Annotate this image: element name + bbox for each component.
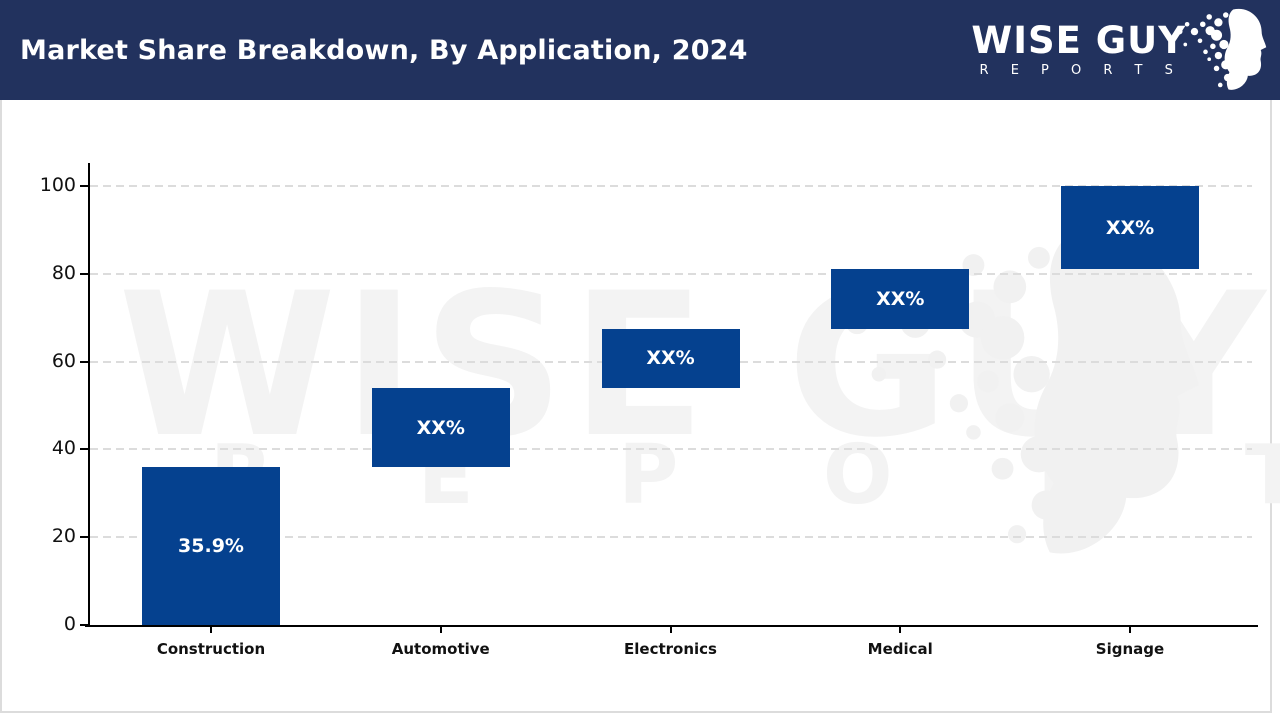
y-gridline: [90, 272, 1252, 275]
chart-title: Market Share Breakdown, By Application, …: [20, 34, 748, 66]
x-axis-tick: [669, 627, 672, 633]
y-axis-tick-label: 0: [63, 613, 76, 635]
waterfall-bar: 35.9%: [142, 467, 280, 625]
y-axis-tick-label: 20: [51, 525, 76, 548]
x-axis-tick: [899, 627, 902, 633]
x-axis-category-label: Signage: [1095, 640, 1165, 658]
waterfall-bar: XX%: [601, 328, 740, 388]
x-axis-tick: [210, 627, 212, 633]
y-axis-tick-label: 40: [51, 437, 76, 460]
waterfall-bar: XX%: [371, 387, 510, 468]
x-axis-category-label: Electronics: [624, 640, 717, 658]
y-gridline: [90, 448, 1252, 451]
x-axis-tick: [439, 627, 442, 633]
y-axis-tick: [80, 360, 88, 363]
bar-value-label: XX%: [1105, 216, 1155, 239]
brand-logo: WISE GUY R E P O R T S: [971, 0, 1280, 100]
brand-logo-text: WISE GUY R E P O R T S: [971, 22, 1186, 78]
y-gridline: [90, 536, 1252, 539]
brand-name: WISE GUY: [971, 19, 1186, 62]
waterfall-bar: XX%: [1061, 186, 1199, 270]
x-axis-line: [85, 625, 1258, 627]
y-axis-tick-label: 100: [39, 174, 76, 196]
bar-value-label: XX%: [416, 416, 465, 439]
y-gridline: [90, 185, 1252, 187]
y-axis-tick-label: 80: [51, 261, 76, 284]
x-axis-category-label: Automotive: [391, 640, 490, 658]
x-axis-category-label: Construction: [156, 640, 266, 658]
x-axis-category-label: Medical: [867, 640, 933, 658]
y-axis-tick: [80, 272, 88, 275]
y-axis-line: [88, 163, 90, 627]
brand-subtitle: R E P O R T S: [979, 63, 1182, 78]
x-axis-tick: [1129, 627, 1131, 633]
header-bar: Market Share Breakdown, By Application, …: [0, 0, 1280, 100]
y-axis-tick: [80, 185, 88, 187]
y-axis-tick: [80, 448, 88, 451]
watermark-head-icon: [846, 233, 1199, 554]
bar-value-label: 35.9%: [178, 535, 244, 558]
dotted-head-icon: [1177, 8, 1267, 90]
y-axis-tick: [80, 536, 88, 539]
y-axis-tick-label: 60: [51, 349, 76, 372]
waterfall-bar: XX%: [831, 269, 970, 329]
bar-value-label: XX%: [646, 347, 695, 370]
bar-value-label: XX%: [876, 288, 925, 311]
y-axis-tick: [80, 624, 88, 626]
